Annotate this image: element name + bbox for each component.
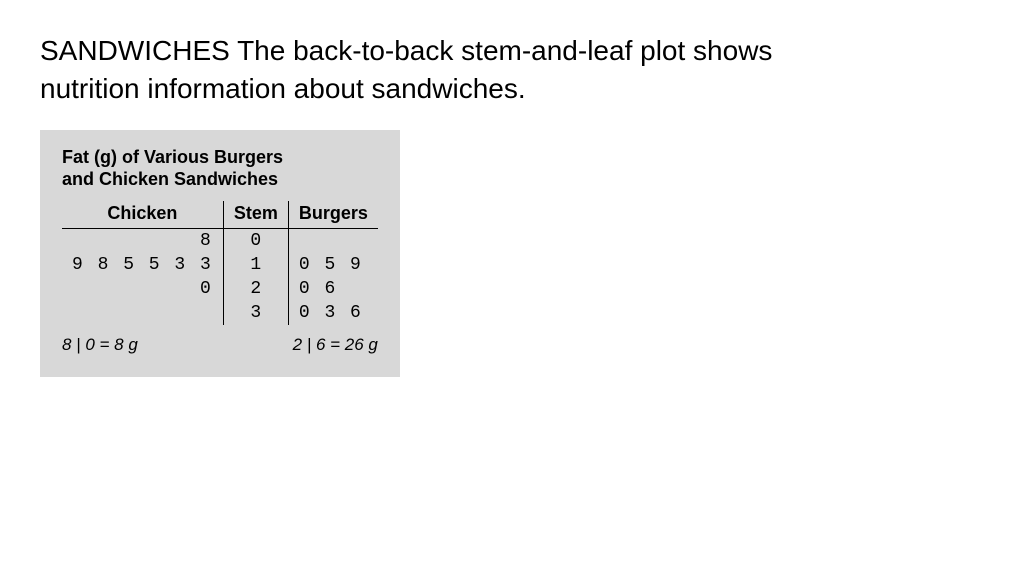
- panel-title-line2: and Chicken Sandwiches: [62, 169, 278, 189]
- cell-right: 0 5 9: [288, 253, 378, 277]
- cell-stem: 1: [223, 253, 288, 277]
- cell-left: 9 8 5 5 3 3: [62, 253, 223, 277]
- table-row: 0 2 0 6: [62, 277, 378, 301]
- table-row: 3 0 3 6: [62, 301, 378, 325]
- cell-left: 8: [62, 228, 223, 253]
- header-burgers: Burgers: [288, 201, 378, 229]
- cell-stem: 3: [223, 301, 288, 325]
- panel-title: Fat (g) of Various Burgers and Chicken S…: [62, 146, 378, 191]
- key-right: 2 | 6 = 26 g: [293, 335, 378, 355]
- cell-left: [62, 301, 223, 325]
- panel-title-line1: Fat (g) of Various Burgers: [62, 147, 283, 167]
- key-left: 8 | 0 = 8 g: [62, 335, 138, 355]
- cell-stem: 2: [223, 277, 288, 301]
- header-chicken: Chicken: [62, 201, 223, 229]
- header-stem: Stem: [223, 201, 288, 229]
- table-row: 8 0: [62, 228, 378, 253]
- cell-stem: 0: [223, 228, 288, 253]
- problem-text: SANDWICHES The back-to-back stem-and-lea…: [40, 32, 860, 108]
- cell-right: [288, 228, 378, 253]
- stem-leaf-table: Chicken Stem Burgers 8 0 9 8 5 5 3 3 1 0…: [62, 201, 378, 325]
- stem-leaf-panel: Fat (g) of Various Burgers and Chicken S…: [40, 130, 400, 377]
- cell-left: 0: [62, 277, 223, 301]
- key-row: 8 | 0 = 8 g 2 | 6 = 26 g: [62, 335, 378, 355]
- cell-right: 0 3 6: [288, 301, 378, 325]
- table-row: 9 8 5 5 3 3 1 0 5 9: [62, 253, 378, 277]
- cell-right: 0 6: [288, 277, 378, 301]
